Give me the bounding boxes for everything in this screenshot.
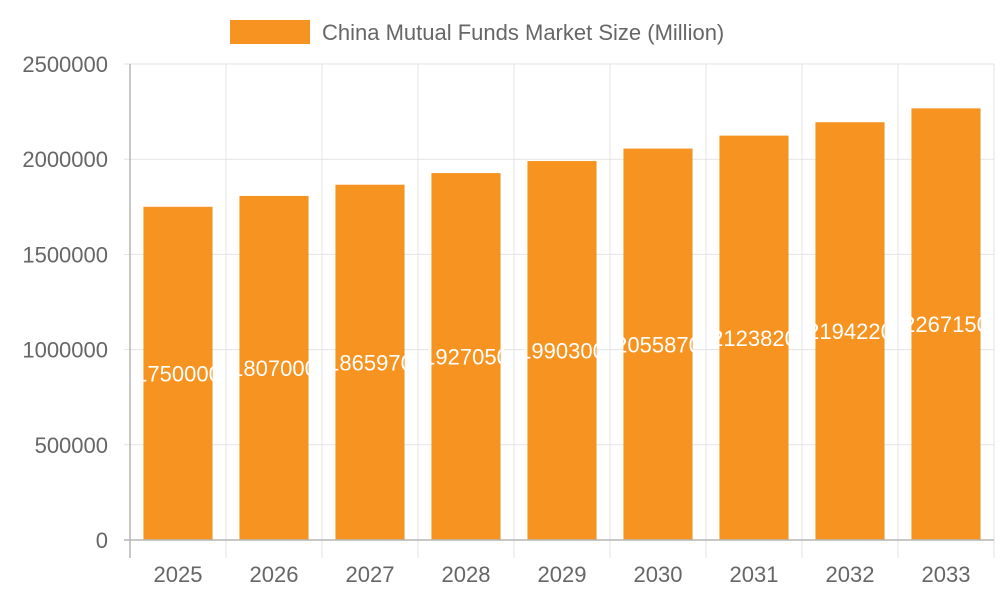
- bar-value-label: 2267150: [903, 312, 989, 337]
- legend: China Mutual Funds Market Size (Million): [230, 20, 724, 45]
- y-tick-label: 2000000: [22, 147, 108, 172]
- y-tick-label: 0: [96, 528, 108, 553]
- bar: [431, 173, 501, 541]
- y-tick-label: 2500000: [22, 52, 108, 77]
- data-labels: 1750000 1807000 1865970 1927050 1990300 20558…: [135, 312, 989, 386]
- bar-value-label: 1927050: [423, 345, 509, 370]
- bar-value-label: 1807000: [231, 356, 317, 381]
- bar: [335, 184, 405, 541]
- x-tick-label: 2026: [250, 562, 299, 587]
- x-tick-label: 2025: [154, 562, 203, 587]
- bar: [623, 148, 693, 540]
- bar: [527, 161, 597, 540]
- bar-value-label: 2123820: [711, 326, 797, 351]
- bar-value-label: 1750000: [135, 361, 221, 386]
- x-tick-label: 2032: [826, 562, 875, 587]
- bar: [239, 195, 309, 540]
- legend-swatch: [230, 20, 310, 44]
- bar: [911, 108, 981, 540]
- bar-value-label: 1865970: [327, 350, 413, 375]
- bar-value-label: 1990300: [519, 339, 605, 364]
- bar-value-label: 2194220: [807, 319, 893, 344]
- x-tick-label: 2030: [634, 562, 683, 587]
- bar: [719, 135, 789, 540]
- x-tick-label: 2027: [346, 562, 395, 587]
- y-tick-label: 500000: [35, 433, 108, 458]
- x-tick-label: 2028: [442, 562, 491, 587]
- bar: [143, 206, 213, 541]
- x-tick-label: 2033: [922, 562, 971, 587]
- y-tick-label: 1000000: [22, 338, 108, 363]
- bar: [815, 122, 885, 540]
- bars: [143, 108, 981, 541]
- legend-label: China Mutual Funds Market Size (Million): [322, 20, 724, 45]
- grid: [124, 63, 995, 558]
- bar-value-label: 2055870: [615, 332, 701, 357]
- axes: 0 500000 1000000 1500000 2000000 2500000 2025 2…: [22, 52, 994, 587]
- x-tick-label: 2029: [538, 562, 587, 587]
- x-tick-label: 2031: [730, 562, 779, 587]
- y-tick-label: 1500000: [22, 242, 108, 267]
